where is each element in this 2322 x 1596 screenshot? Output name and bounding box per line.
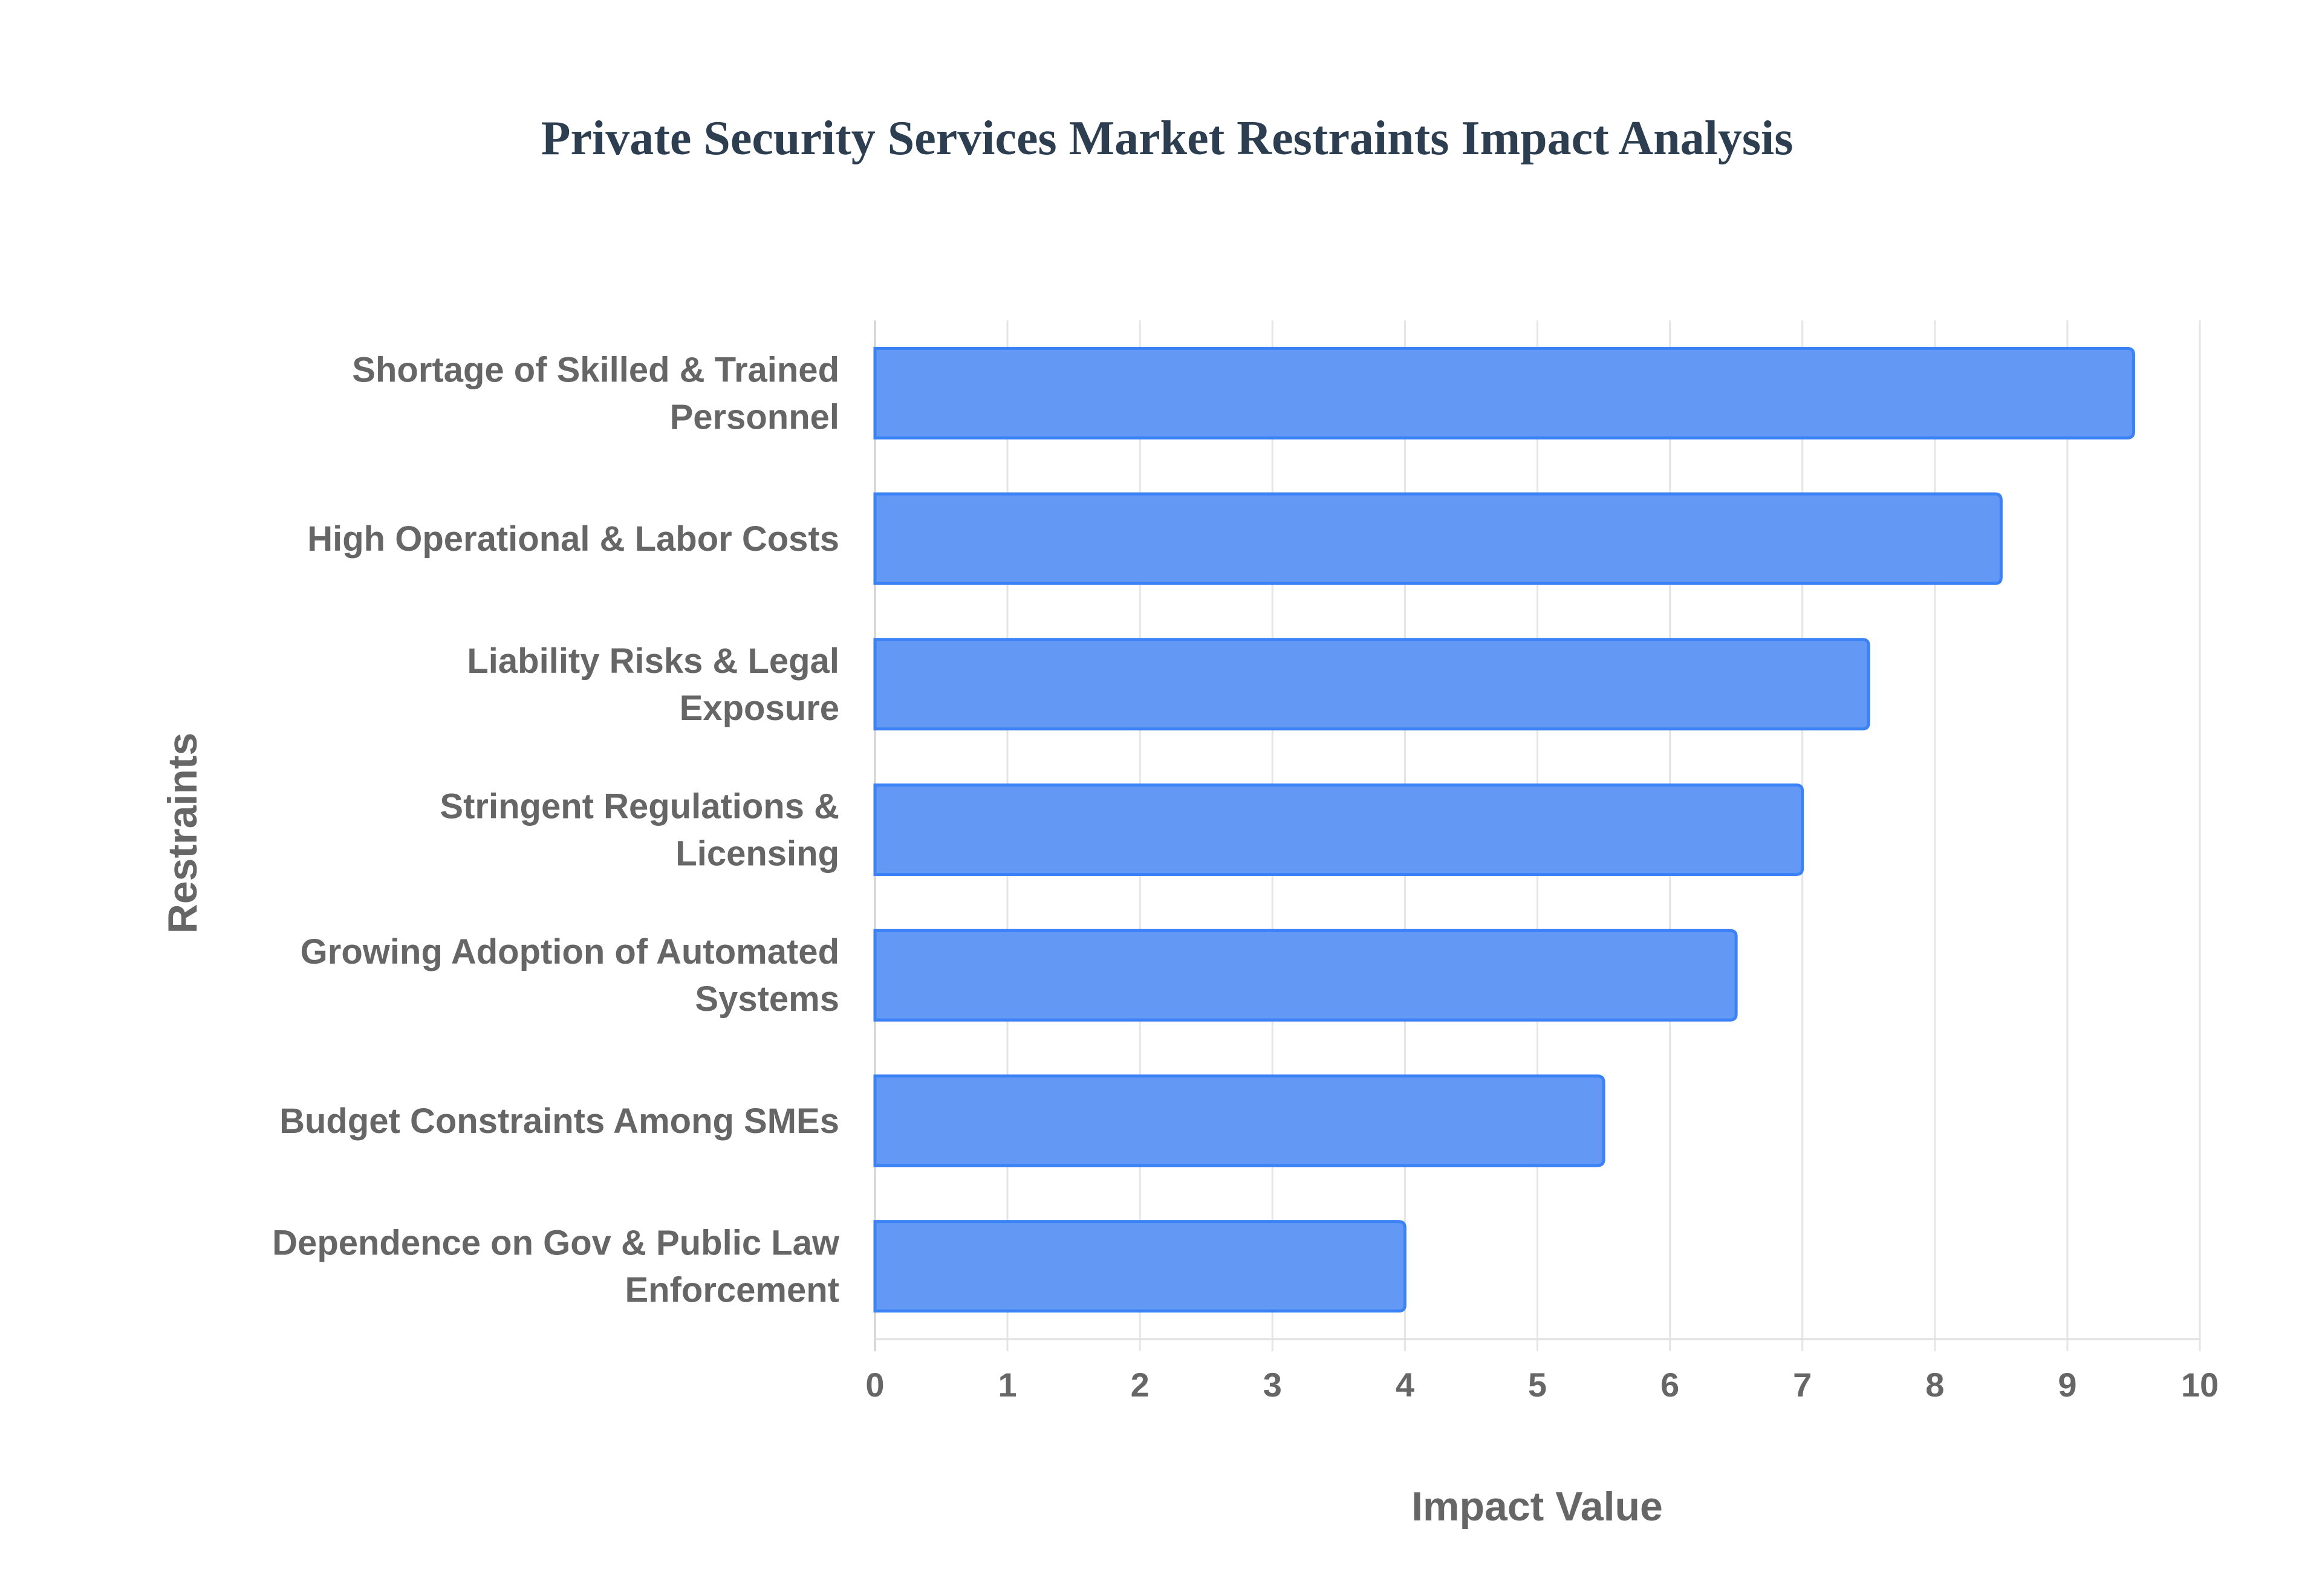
x-tick-label: 0 <box>865 1366 884 1404</box>
chart-title: Private Security Services Market Restrai… <box>541 112 1794 165</box>
x-tick-label: 3 <box>1263 1366 1282 1404</box>
category-label: Liability Risks & Legal <box>467 641 839 681</box>
bar[interactable] <box>873 1220 1407 1313</box>
x-tick-label: 4 <box>1396 1366 1414 1404</box>
category-label: Exposure <box>680 689 839 728</box>
bar[interactable] <box>873 783 1804 877</box>
category-labels: Shortage of Skilled & Trained Personnel Hi… <box>272 350 840 1309</box>
category-label: Enforcement <box>625 1271 839 1310</box>
category-label: Personnel <box>670 397 839 436</box>
x-tick-label: 9 <box>2058 1366 2076 1404</box>
bar[interactable] <box>873 346 2135 440</box>
x-tick-label: 1 <box>998 1366 1017 1404</box>
x-tick-label: 7 <box>1793 1366 1812 1404</box>
category-label: Stringent Regulations & <box>440 787 839 826</box>
x-tick-label: 6 <box>1660 1366 1679 1404</box>
x-tick-label: 10 <box>2181 1366 2219 1404</box>
bars <box>873 346 2135 1313</box>
x-tick-label: 8 <box>1925 1366 1944 1404</box>
category-label: Shortage of Skilled & Trained <box>352 350 839 389</box>
category-label: Systems <box>695 979 839 1019</box>
category-label: Dependence on Gov & Public Law <box>272 1224 840 1263</box>
category-label: Licensing <box>675 834 839 874</box>
x-tick-labels: 0 1 2 3 4 5 6 7 8 9 10 <box>865 1366 2219 1404</box>
x-tick-label: 5 <box>1528 1366 1547 1404</box>
bar[interactable] <box>873 638 1870 731</box>
bar[interactable] <box>873 1074 1605 1167</box>
category-label: High Operational & Labor Costs <box>307 519 839 559</box>
y-axis-title: Restraints <box>160 733 206 934</box>
bar[interactable] <box>873 492 2003 585</box>
x-axis-title: Impact Value <box>1411 1484 1663 1529</box>
bar[interactable] <box>873 929 1738 1022</box>
category-label: Growing Adoption of Automated <box>301 932 839 972</box>
x-tick-label: 2 <box>1131 1366 1150 1404</box>
category-label: Budget Constraints Among SMEs <box>279 1101 839 1141</box>
